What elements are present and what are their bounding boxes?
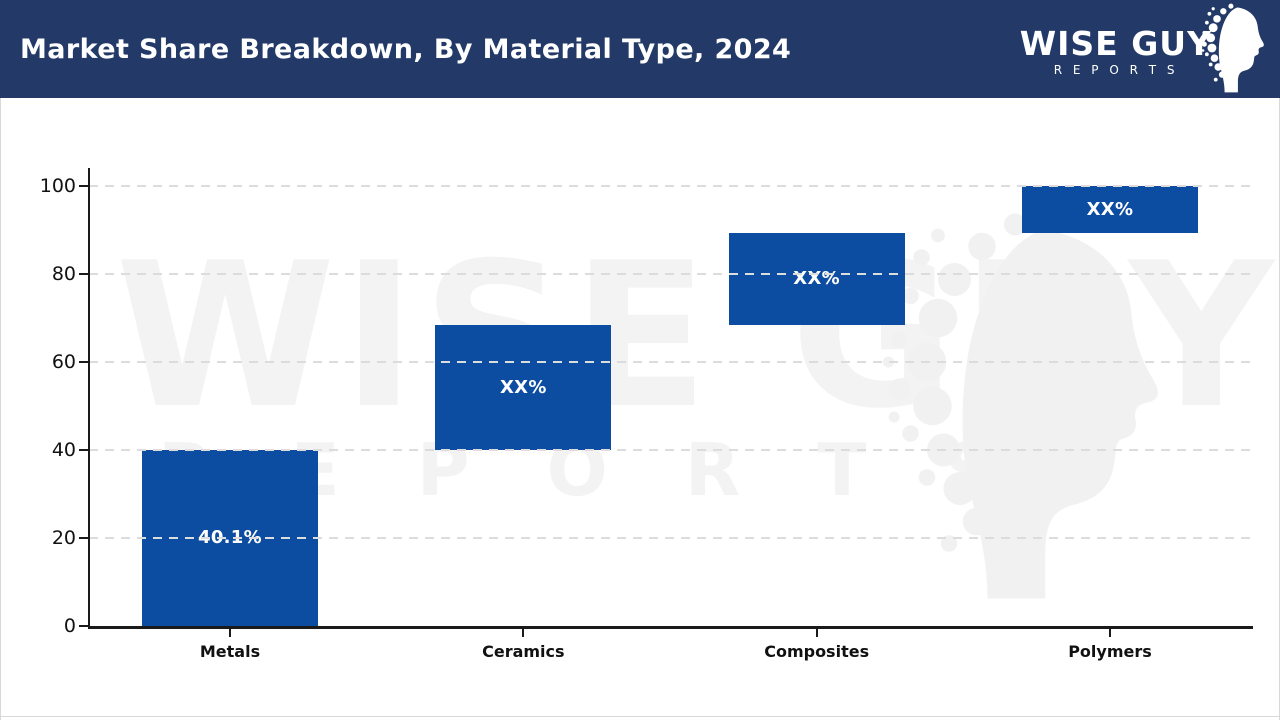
gridline-60	[89, 361, 1253, 363]
x-tick-composites	[815, 629, 818, 637]
bar-polymers: XX%	[1021, 186, 1198, 234]
y-tick-label-100: 100	[39, 175, 76, 197]
bar-composites: XX%	[728, 233, 905, 325]
x-tick-polymers	[1108, 629, 1111, 637]
wiseguy-logo-wordmark: WISE GUY	[1019, 24, 1212, 64]
y-tick-60	[79, 361, 88, 363]
y-axis-line	[88, 168, 90, 629]
y-tick-label-0: 0	[63, 615, 76, 637]
gridline-100	[89, 185, 1253, 187]
gridline-40	[89, 449, 1253, 451]
wiseguy-logo-subtitle: R E P O R T S	[1053, 62, 1178, 77]
x-axis-line	[88, 626, 1253, 629]
y-tick-label-80: 80	[51, 263, 76, 285]
bar-value-label-composites: XX%	[793, 268, 840, 290]
y-tick-20	[79, 537, 88, 539]
bar-ceramics: XX%	[435, 324, 612, 450]
y-tick-label-20: 20	[51, 527, 76, 549]
x-category-label-metals: Metals	[199, 642, 261, 661]
watermark-face	[872, 212, 1202, 604]
bar-value-label-polymers: XX%	[1086, 199, 1134, 221]
header-bar: Market Share Breakdown, By Material Type…	[0, 0, 1280, 98]
y-tick-0	[79, 625, 88, 627]
y-tick-label-60: 60	[51, 351, 76, 373]
y-tick-100	[79, 185, 88, 187]
chart-title: Market Share Breakdown, By Material Type…	[20, 34, 792, 65]
gridline-20	[89, 537, 1253, 539]
gridline-80	[89, 273, 1253, 275]
y-tick-40	[79, 449, 88, 451]
wiseguy-logo-text: WISE GUY R E P O R T S	[1020, 27, 1212, 77]
x-tick-ceramics	[522, 629, 525, 637]
y-tick-label-40: 40	[51, 439, 76, 461]
wiseguy-face-icon	[1198, 3, 1274, 97]
bar-value-label-ceramics: XX%	[499, 376, 547, 398]
x-category-label-composites: Composites	[764, 642, 870, 661]
x-category-label-polymers: Polymers	[1068, 642, 1152, 661]
y-tick-80	[79, 273, 88, 275]
x-tick-metals	[229, 629, 231, 637]
left-edge-line	[0, 98, 1, 720]
bottom-edge-line	[0, 716, 1280, 717]
wiseguy-logo: WISE GUY R E P O R T S	[1020, 3, 1274, 97]
x-category-label-ceramics: Ceramics	[482, 642, 565, 661]
